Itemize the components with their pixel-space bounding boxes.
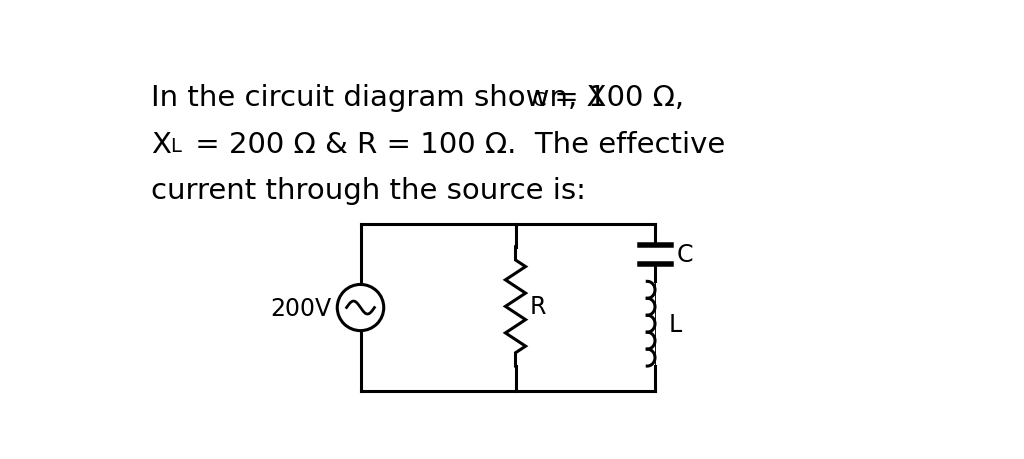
Text: In the circuit diagram shown, X: In the circuit diagram shown, X xyxy=(152,84,607,112)
Text: R: R xyxy=(529,295,546,319)
Text: = 200 Ω & R = 100 Ω.  The effective: = 200 Ω & R = 100 Ω. The effective xyxy=(186,130,725,158)
Text: C: C xyxy=(532,90,546,109)
Text: 200V: 200V xyxy=(270,296,331,320)
Text: L: L xyxy=(669,312,682,336)
Text: C: C xyxy=(677,243,693,267)
Text: current through the source is:: current through the source is: xyxy=(152,176,586,204)
Text: X: X xyxy=(152,130,171,158)
Text: = 100 Ω,: = 100 Ω, xyxy=(545,84,684,112)
Text: L: L xyxy=(171,136,181,156)
